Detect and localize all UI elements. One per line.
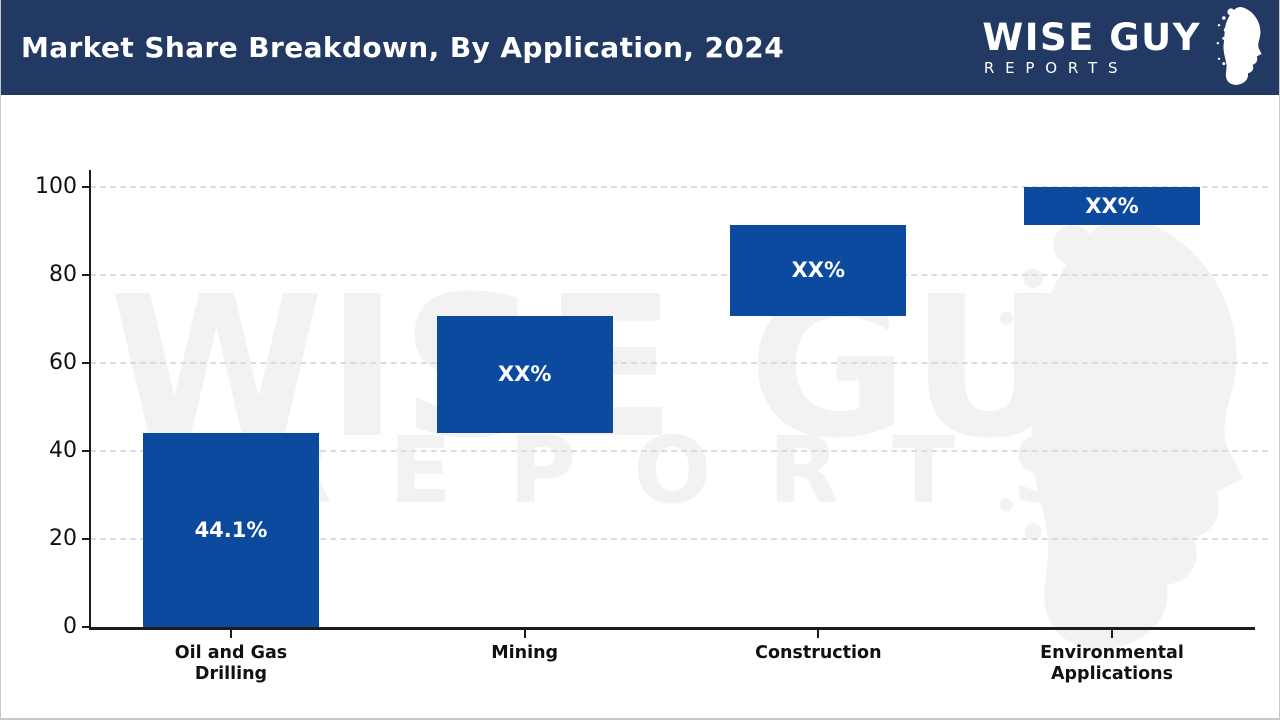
x-tick-3 [1111,629,1113,638]
bar-oil-and-gas-drilling: 44.1% [143,432,319,627]
y-tick-20 [82,538,90,540]
category-label-0: Oil and Gas Drilling [174,643,288,685]
y-tick-40 [82,450,90,452]
x-axis-line [89,627,1255,630]
gridline-80 [90,274,1268,276]
y-tick-label-20: 20 [49,526,77,551]
bar-value-label: 44.1% [194,517,268,542]
gridline-60 [90,362,1268,364]
wiseguy-face-icon [1216,6,1262,85]
bar-mining: XX% [436,315,613,433]
bar-value-label: XX% [1085,193,1139,218]
category-label-1: Mining [491,643,559,663]
y-tick-100 [82,186,90,188]
chart-title: Market Share Breakdown, By Application, … [21,31,785,64]
logo-brand-text: WISE GUY [982,15,1201,59]
bar-construction: XX% [730,224,907,316]
x-tick-0 [230,629,232,638]
y-tick-0 [82,626,90,628]
gridline-40 [90,450,1268,452]
category-label-3: Environmental Applications [1040,643,1184,685]
y-tick-label-40: 40 [49,438,77,463]
gridline-100 [90,186,1268,188]
bar-value-label: XX% [791,258,846,283]
y-axis-line [89,170,91,629]
header: Market Share Breakdown, By Application, … [1,0,1279,95]
watermark-reports-text: REPORTS [261,417,1136,524]
y-tick-60 [82,362,90,364]
x-tick-1 [523,629,526,638]
y-tick-label-80: 80 [49,262,77,287]
logo-reports-text: REPORTS [983,58,1129,77]
wiseguy-logo: WISE GUY REPORTS [982,6,1279,90]
bar-environmental-applications: XX% [1024,187,1200,225]
bar-value-label: XX% [497,362,552,387]
y-tick-label-100: 100 [35,174,77,199]
category-label-2: Construction [755,643,882,663]
watermark-face-icon [993,217,1243,650]
x-tick-2 [817,629,820,638]
y-tick-80 [82,274,90,276]
y-tick-label-60: 60 [49,350,77,375]
gridline-20 [90,538,1268,540]
market-share-chart: WISE GUY REPORTS 0 20 40 60 80 100 44.1% Oil an… [1,95,1279,718]
y-tick-label-0: 0 [63,614,77,639]
